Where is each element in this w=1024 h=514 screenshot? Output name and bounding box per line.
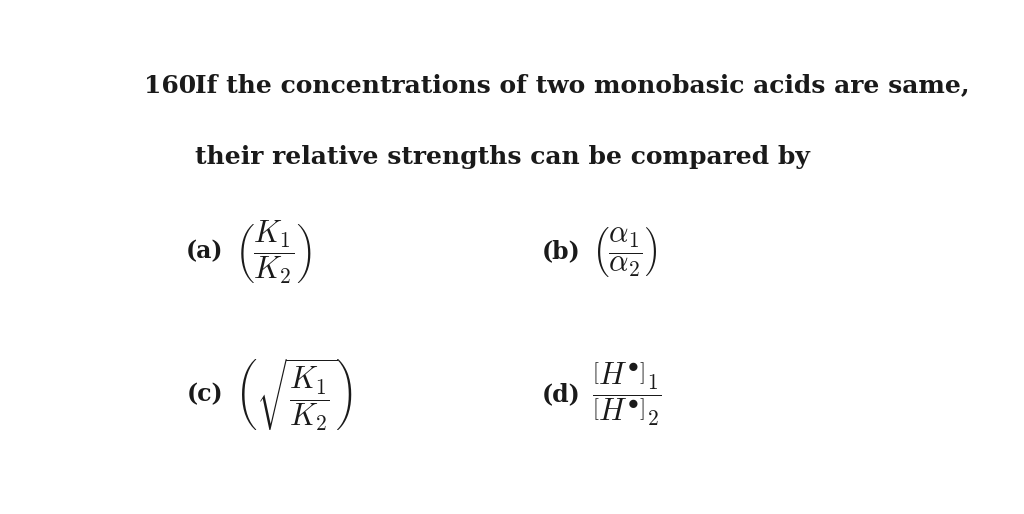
- Text: $\left(\dfrac{K_1}{K_2}\right)$: $\left(\dfrac{K_1}{K_2}\right)$: [236, 218, 311, 286]
- Text: 160.: 160.: [143, 74, 205, 98]
- Text: $\dfrac{\left[H^{\bullet}\right]_1}{\left[H^{\bullet}\right]_2}$: $\dfrac{\left[H^{\bullet}\right]_1}{\lef…: [592, 360, 662, 428]
- Text: (d): (d): [542, 382, 581, 406]
- Text: If the concentrations of two monobasic acids are same,: If the concentrations of two monobasic a…: [196, 74, 970, 98]
- Text: (c): (c): [186, 382, 223, 406]
- Text: $\left(\sqrt{\dfrac{K_1}{K_2}}\right)$: $\left(\sqrt{\dfrac{K_1}{K_2}}\right)$: [236, 356, 353, 433]
- Text: their relative strengths can be compared by: their relative strengths can be compared…: [196, 145, 810, 169]
- Text: (b): (b): [542, 240, 581, 264]
- Text: $\left(\dfrac{\alpha_1}{\alpha_2}\right)$: $\left(\dfrac{\alpha_1}{\alpha_2}\right)…: [592, 225, 657, 279]
- Text: (a): (a): [185, 240, 223, 264]
